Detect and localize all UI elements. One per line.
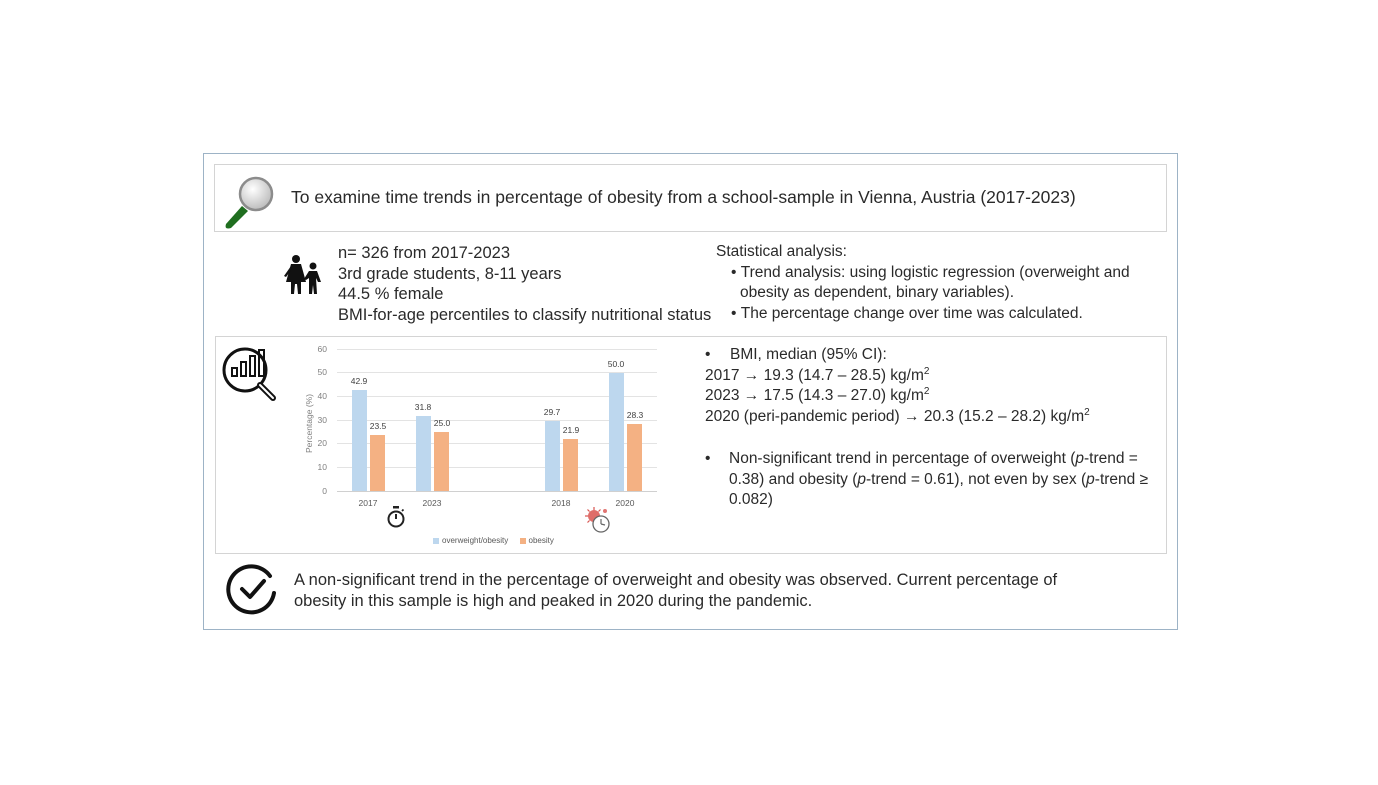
trend-text: -trend =	[1083, 450, 1138, 467]
gridline	[337, 349, 657, 350]
results-box	[215, 336, 1167, 554]
bar-overweight-2020	[609, 373, 624, 491]
participants-line: 44.5 % female	[338, 285, 444, 303]
x-axis-line	[337, 491, 657, 492]
gridline	[337, 420, 657, 421]
virus-clock-icon	[584, 506, 612, 534]
bmi-section: • BMI, median (95% CI): 2017 → 19.3 (14.7…	[705, 345, 1090, 427]
bmi-line-2017: 2017 → 19.3 (14.7 – 28.5) kg/m2	[705, 366, 1090, 387]
bmi-line-2023: 2023 → 17.5 (14.3 – 27.0) kg/m2	[705, 386, 1090, 407]
conclusion-line: A non-significant trend in the percentag…	[294, 571, 1058, 589]
legend-item-overweight: overweight/obesity	[433, 536, 508, 545]
objective-text: To examine time trends in percentage of …	[291, 187, 1076, 207]
bmi-heading-text: BMI, median (95% CI):	[730, 346, 887, 363]
trend-line: • Non-significant trend in percentage of …	[705, 450, 1138, 467]
bmi-heading: • BMI, median (95% CI):	[705, 346, 887, 363]
bar-obesity-2018	[563, 439, 578, 491]
legend-item-obesity: obesity	[519, 536, 554, 545]
y-tick: 20	[317, 438, 327, 448]
bmi-value: 17.5 (14.3 – 27.0) kg/m	[763, 387, 924, 404]
superscript: 2	[923, 365, 930, 377]
trend-text: Non-significant trend in percentage of o…	[729, 450, 1076, 467]
arrow-icon: →	[743, 387, 760, 404]
statistics-bullet-cont: obesity as dependent, binary variables).	[740, 284, 1014, 301]
trend-section: • Non-significant trend in percentage of …	[705, 449, 1148, 511]
arrow-icon: →	[743, 366, 760, 384]
objective-box	[214, 164, 1167, 232]
participants-line: 3rd grade students, 8-11 years	[338, 264, 562, 283]
statistics-bullet-text: The percentage change over time was calc…	[740, 304, 1083, 322]
value-label: 23.5	[369, 421, 387, 431]
superscript: 2	[1084, 406, 1090, 418]
superscript: 2	[923, 385, 930, 397]
gridline	[337, 372, 657, 373]
trend-line: 0.082)	[729, 491, 773, 508]
graphical-abstract-frame	[203, 153, 1178, 630]
bar-obesity-2020	[627, 424, 642, 491]
magnifying-glass-icon	[220, 174, 280, 230]
check-circle-icon	[226, 563, 280, 615]
x-tick: 2023	[422, 498, 442, 508]
legend-label: obesity	[528, 536, 554, 545]
bmi-year: 2023	[705, 387, 740, 404]
bar-obesity-2017	[370, 435, 385, 491]
value-label: 29.7	[543, 407, 561, 417]
trend-text: -trend ≥	[1094, 470, 1149, 488]
stopwatch-icon	[386, 506, 406, 528]
conclusion-text: A non-significant trend in the percentag…	[294, 570, 1057, 611]
conclusion-line: obesity in this sample is high and peake…	[294, 591, 813, 610]
trend-text: -trend = 0.61), not even by sex (	[866, 470, 1087, 488]
statistics-bullet: • Trend analysis: using logistic regress…	[731, 263, 1130, 281]
y-tick: 10	[317, 462, 327, 472]
gridline	[337, 443, 657, 444]
gridline	[337, 396, 657, 397]
trend-line: 0.38) and obesity (p-trend = 0.61), not …	[705, 470, 1148, 491]
bmi-value: 19.3 (14.7 – 28.5) kg/m	[763, 366, 924, 384]
bmi-year: 2017	[705, 366, 740, 384]
bar-obesity-2023	[434, 432, 449, 491]
value-label: 42.9	[350, 376, 368, 386]
participants-line: BMI-for-age percentiles to classify nutr…	[338, 305, 712, 324]
legend-swatch	[433, 537, 439, 544]
chart-analysis-icon	[221, 346, 279, 402]
children-icon	[282, 254, 326, 296]
p-symbol: p	[1075, 450, 1084, 467]
y-tick: 50	[317, 367, 327, 377]
p-symbol: p	[1086, 470, 1095, 488]
value-label: 28.3	[626, 410, 644, 420]
x-tick: 2018	[551, 498, 571, 508]
legend-swatch	[519, 537, 526, 544]
y-tick: 30	[317, 415, 327, 425]
x-tick: 2017	[358, 498, 378, 508]
y-tick: 60	[317, 344, 327, 354]
bar-overweight-2017	[352, 390, 367, 491]
participants-line: n= 326 from 2017-2023	[338, 244, 511, 262]
value-label: 21.9	[562, 425, 580, 435]
statistics-heading: Statistical analysis:	[716, 243, 847, 260]
statistics-bullet: • The percentage change over time was ca…	[731, 304, 1083, 322]
value-label: 31.8	[414, 402, 432, 412]
participants-list: n= 326 from 2017-2023 3rd grade students…	[338, 243, 711, 325]
gridline	[337, 467, 657, 468]
x-tick: 2020	[615, 498, 635, 508]
value-label: 50.0	[607, 359, 625, 369]
chart-legend: overweight/obesity obesity	[433, 536, 554, 545]
value-label: 25.0	[433, 418, 451, 428]
arrow-icon: →	[904, 407, 920, 425]
trend-text: 0.38) and obesity (	[729, 470, 858, 488]
y-tick: 0	[322, 486, 327, 496]
statistics-bullet-text: Trend analysis: using logistic regressio…	[740, 263, 1130, 281]
bar-overweight-2018	[545, 421, 560, 491]
bmi-value: 20.3 (15.2 – 28.2) kg/m	[923, 407, 1085, 425]
statistics-section: Statistical analysis: • Trend analysis: …	[716, 242, 1130, 324]
bmi-year: 2020 (peri-pandemic period)	[705, 407, 900, 425]
bmi-line-2020: 2020 (peri-pandemic period) → 20.3 (15.2…	[705, 407, 1090, 428]
bar-overweight-2023	[416, 416, 431, 491]
y-tick: 40	[317, 391, 327, 401]
legend-label: overweight/obesity	[442, 536, 509, 545]
p-symbol: p	[857, 470, 867, 488]
